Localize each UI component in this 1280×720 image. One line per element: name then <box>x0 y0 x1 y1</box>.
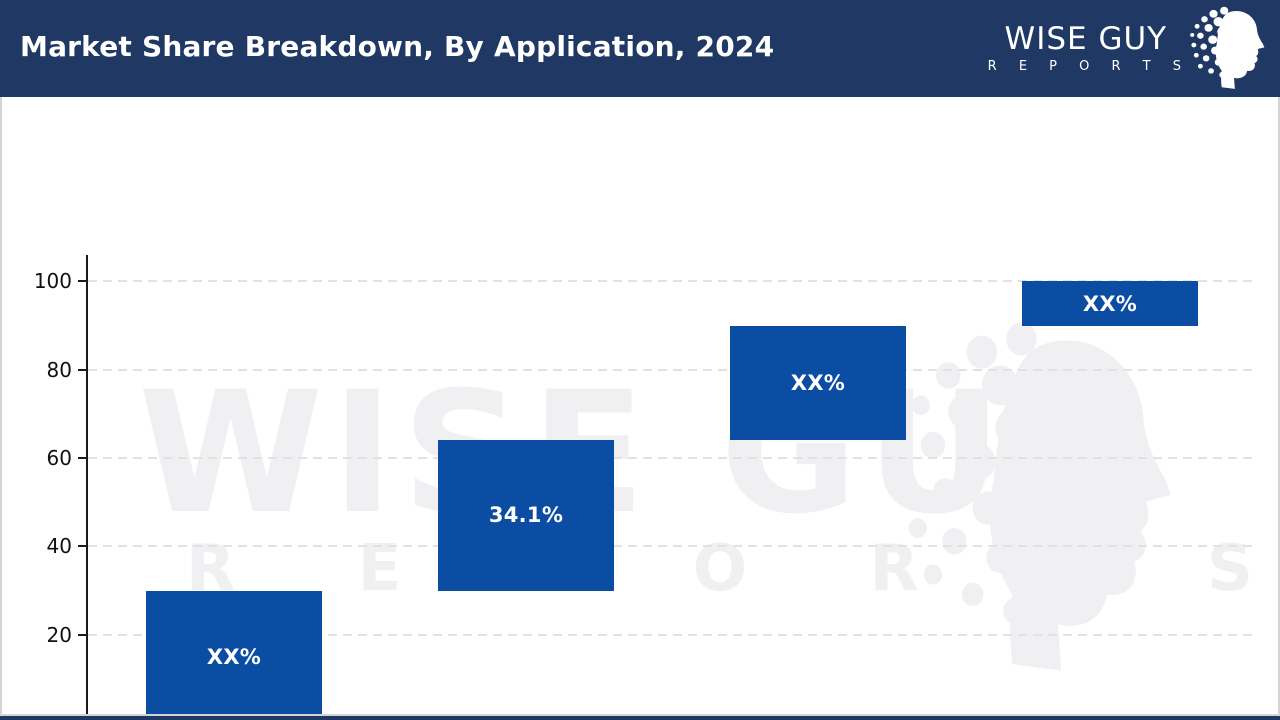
ytick-label: 20 <box>46 622 72 647</box>
chart-area: WISE GUY R E P O R T S 020406080100XX%Po… <box>0 97 1280 720</box>
ytick-label: 100 <box>33 269 72 294</box>
bar-label: XX% <box>206 644 262 669</box>
bar-label: XX% <box>1082 291 1138 316</box>
bar: XX% <box>730 325 906 440</box>
bar: XX% <box>146 590 322 720</box>
left-border <box>0 97 2 717</box>
bar-label: XX% <box>790 370 846 395</box>
ytick-mark <box>78 457 87 460</box>
gridline <box>88 280 1256 283</box>
gridline <box>88 457 1256 460</box>
ytick-mark <box>78 633 87 636</box>
y-axis <box>86 255 88 720</box>
plot: 020406080100XX%Power PlantInspection34.1… <box>0 97 1280 720</box>
gridline <box>88 545 1256 548</box>
logo-head-icon <box>1184 6 1266 92</box>
ytick-mark <box>78 545 87 548</box>
bar-label: 34.1% <box>488 503 564 528</box>
right-border <box>1278 97 1280 717</box>
bar: 34.1% <box>438 439 614 591</box>
logo-tagline: R E P O R T S <box>987 58 1190 74</box>
watermark-head-icon <box>872 319 1177 684</box>
ytick-label: 80 <box>46 357 72 382</box>
logo-text: WISE GUY R E P O R T S <box>982 23 1190 74</box>
footer-bar <box>0 716 1280 720</box>
page-title: Market Share Breakdown, By Application, … <box>20 30 775 63</box>
wiseguy-logo: WISE GUY R E P O R T S <box>982 6 1266 92</box>
gridline <box>88 368 1256 371</box>
ytick-mark <box>78 368 87 371</box>
logo-name: WISE GUY <box>1004 21 1168 58</box>
ytick-label: 40 <box>46 534 72 559</box>
bar: XX% <box>1022 281 1198 326</box>
bottom-border <box>0 714 1280 716</box>
header: Market Share Breakdown, By Application, … <box>0 0 1280 97</box>
ytick-label: 60 <box>46 446 72 471</box>
ytick-mark <box>78 280 87 283</box>
gridline <box>88 633 1256 636</box>
